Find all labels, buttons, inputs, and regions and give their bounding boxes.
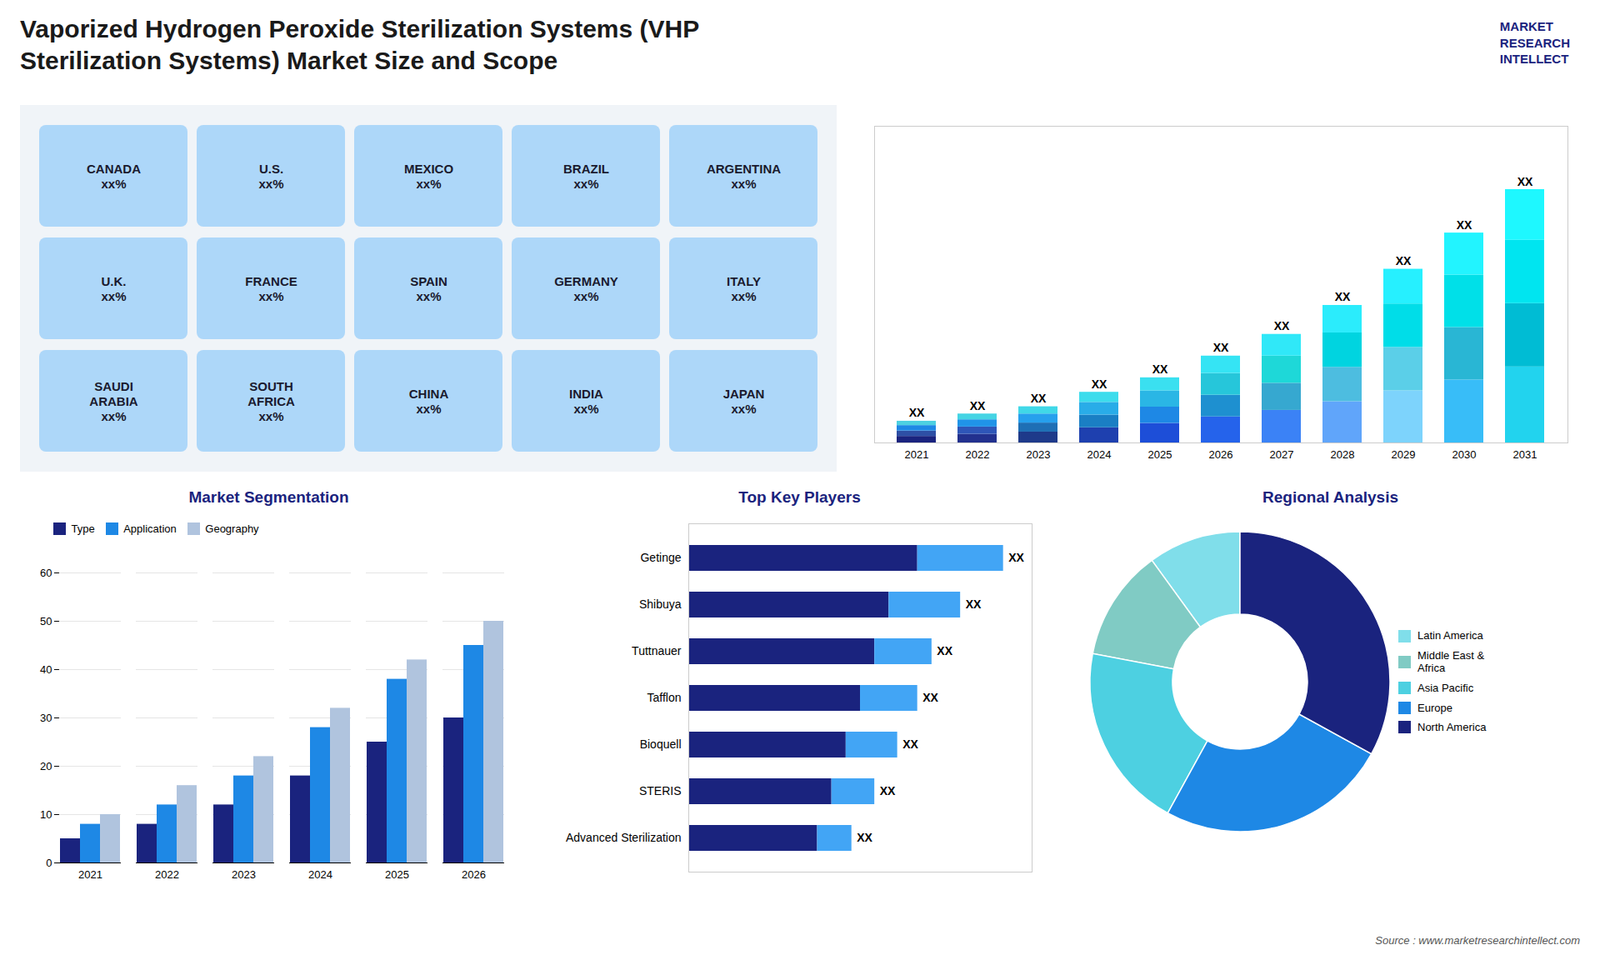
svg-text:MEXICOxx%: MEXICOxx% xyxy=(404,161,455,191)
svg-text:2030: 2030 xyxy=(1452,448,1477,461)
svg-text:JAPANxx%: JAPANxx% xyxy=(723,386,765,416)
svg-text:20: 20 xyxy=(40,759,52,772)
svg-text:Bioquell: Bioquell xyxy=(640,737,682,751)
svg-text:30: 30 xyxy=(40,710,52,724)
svg-text:ITALYxx%: ITALYxx% xyxy=(726,274,761,304)
svg-text:2022: 2022 xyxy=(155,867,180,880)
svg-text:GERMANYxx%: GERMANYxx% xyxy=(554,274,619,304)
svg-text:XX: XX xyxy=(1395,254,1412,268)
html-text:Regional Analysis: Regional Analysis xyxy=(1262,488,1399,506)
svg-text:XX: XX xyxy=(1152,362,1169,376)
svg-text:STERIS: STERIS xyxy=(639,784,682,798)
svg-text:Advanced Sterilization: Advanced Sterilization xyxy=(565,830,682,845)
svg-text:XX: XX xyxy=(909,405,925,420)
svg-text:XX: XX xyxy=(1274,319,1290,333)
svg-text:2024: 2024 xyxy=(1087,448,1112,461)
svg-text:CHINAxx%: CHINAxx% xyxy=(409,386,450,416)
svg-text:SOUTHAFRICAxx%: SOUTHAFRICAxx% xyxy=(247,379,295,424)
svg-text:XX: XX xyxy=(1030,391,1047,405)
svg-text:INDIAxx%: INDIAxx% xyxy=(569,386,604,416)
svg-text:XX: XX xyxy=(922,690,939,705)
svg-text:2028: 2028 xyxy=(1330,448,1355,461)
svg-text:2023: 2023 xyxy=(1026,448,1051,461)
html-text:Market Segmentation: Market Segmentation xyxy=(188,488,349,506)
html-text:Source : www.marketresearchint: Source : www.marketresearchintellect.com xyxy=(1375,934,1580,947)
svg-text:XX: XX xyxy=(1008,550,1025,565)
html-text:Middle East & Africa: Middle East & Africa xyxy=(1417,649,1485,675)
svg-text:FRANCExx%: FRANCExx% xyxy=(245,274,298,304)
svg-text:XX: XX xyxy=(856,830,873,845)
svg-text:Shibuya: Shibuya xyxy=(639,597,682,611)
svg-text:2025: 2025 xyxy=(385,867,410,880)
svg-text:2024: 2024 xyxy=(308,867,333,880)
svg-text:0: 0 xyxy=(45,855,52,869)
svg-text:2029: 2029 xyxy=(1391,448,1416,461)
svg-text:XX: XX xyxy=(970,399,986,413)
html-text:Geography: Geography xyxy=(205,522,259,535)
svg-text:2031: 2031 xyxy=(1513,448,1538,461)
svg-text:XX: XX xyxy=(1091,377,1108,391)
html-text:Europe: Europe xyxy=(1417,701,1453,714)
svg-text:CANADAxx%: CANADAxx% xyxy=(86,161,141,191)
svg-text:60: 60 xyxy=(40,565,52,579)
html-text:MARKET RESEARCH INTELLECT: MARKET RESEARCH INTELLECT xyxy=(1499,19,1570,66)
svg-text:2026: 2026 xyxy=(1209,448,1234,461)
html-text:Application: Application xyxy=(123,522,177,535)
svg-text:XX: XX xyxy=(1335,290,1351,304)
html-text:Latin America: Latin America xyxy=(1417,629,1484,642)
svg-text:XX: XX xyxy=(1517,175,1534,189)
svg-text:Tuttnauer: Tuttnauer xyxy=(631,644,682,658)
svg-text:10: 10 xyxy=(40,807,52,820)
svg-text:U.S.xx%: U.S.xx% xyxy=(258,161,284,191)
html-text:North America: North America xyxy=(1417,721,1487,734)
svg-text:2025: 2025 xyxy=(1148,448,1173,461)
svg-text:XX: XX xyxy=(902,737,919,751)
svg-text:40: 40 xyxy=(40,662,52,675)
svg-text:SAUDIARABIAxx%: SAUDIARABIAxx% xyxy=(89,379,138,424)
svg-text:2023: 2023 xyxy=(231,867,256,880)
svg-text:SPAINxx%: SPAINxx% xyxy=(410,274,448,304)
svg-text:Tafflon: Tafflon xyxy=(647,690,682,705)
svg-text:U.K.xx%: U.K.xx% xyxy=(100,274,126,304)
svg-text:BRAZILxx%: BRAZILxx% xyxy=(563,161,610,191)
html-text:Top Key Players: Top Key Players xyxy=(738,488,861,506)
svg-text:XX: XX xyxy=(880,784,896,798)
svg-text:XX: XX xyxy=(965,597,982,611)
svg-text:2022: 2022 xyxy=(965,448,990,461)
html-text:Type: Type xyxy=(71,522,95,535)
svg-text:XX: XX xyxy=(1456,218,1473,232)
svg-text:2021: 2021 xyxy=(78,867,103,880)
svg-text:XX: XX xyxy=(1213,340,1230,355)
svg-text:2027: 2027 xyxy=(1270,448,1295,461)
svg-text:Getinge: Getinge xyxy=(640,550,681,565)
svg-text:ARGENTINAxx%: ARGENTINAxx% xyxy=(706,161,781,191)
html-text:Vaporized Hydrogen Peroxide St: Vaporized Hydrogen Peroxide Sterilizatio… xyxy=(20,15,700,74)
svg-text:XX: XX xyxy=(936,644,953,658)
svg-text:50: 50 xyxy=(40,614,52,627)
svg-text:2026: 2026 xyxy=(461,867,486,880)
html-text:Asia Pacific: Asia Pacific xyxy=(1417,681,1474,695)
svg-text:2021: 2021 xyxy=(905,448,930,461)
